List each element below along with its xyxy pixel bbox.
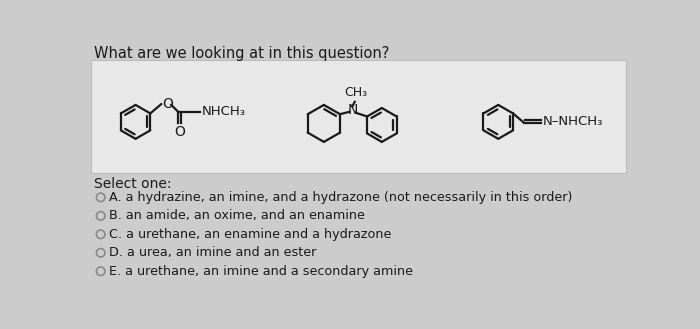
Text: E. a urethane, an imine and a secondary amine: E. a urethane, an imine and a secondary … bbox=[109, 265, 413, 278]
Text: N–NHCH₃: N–NHCH₃ bbox=[542, 115, 603, 128]
Text: Select one:: Select one: bbox=[94, 177, 172, 191]
Text: D. a urea, an imine and an ester: D. a urea, an imine and an ester bbox=[109, 246, 316, 259]
Text: C. a urethane, an enamine and a hydrazone: C. a urethane, an enamine and a hydrazon… bbox=[109, 228, 391, 241]
Text: O: O bbox=[162, 97, 173, 111]
Text: N: N bbox=[347, 103, 358, 116]
Text: O: O bbox=[174, 125, 185, 139]
Text: What are we looking at in this question?: What are we looking at in this question? bbox=[94, 46, 389, 61]
FancyBboxPatch shape bbox=[92, 60, 626, 173]
Text: A. a hydrazine, an imine, and a hydrazone (not necessarily in this order): A. a hydrazine, an imine, and a hydrazon… bbox=[109, 191, 573, 204]
Text: NHCH₃: NHCH₃ bbox=[202, 105, 246, 118]
Text: CH₃: CH₃ bbox=[344, 86, 367, 99]
Text: B. an amide, an oxime, and an enamine: B. an amide, an oxime, and an enamine bbox=[109, 209, 365, 222]
